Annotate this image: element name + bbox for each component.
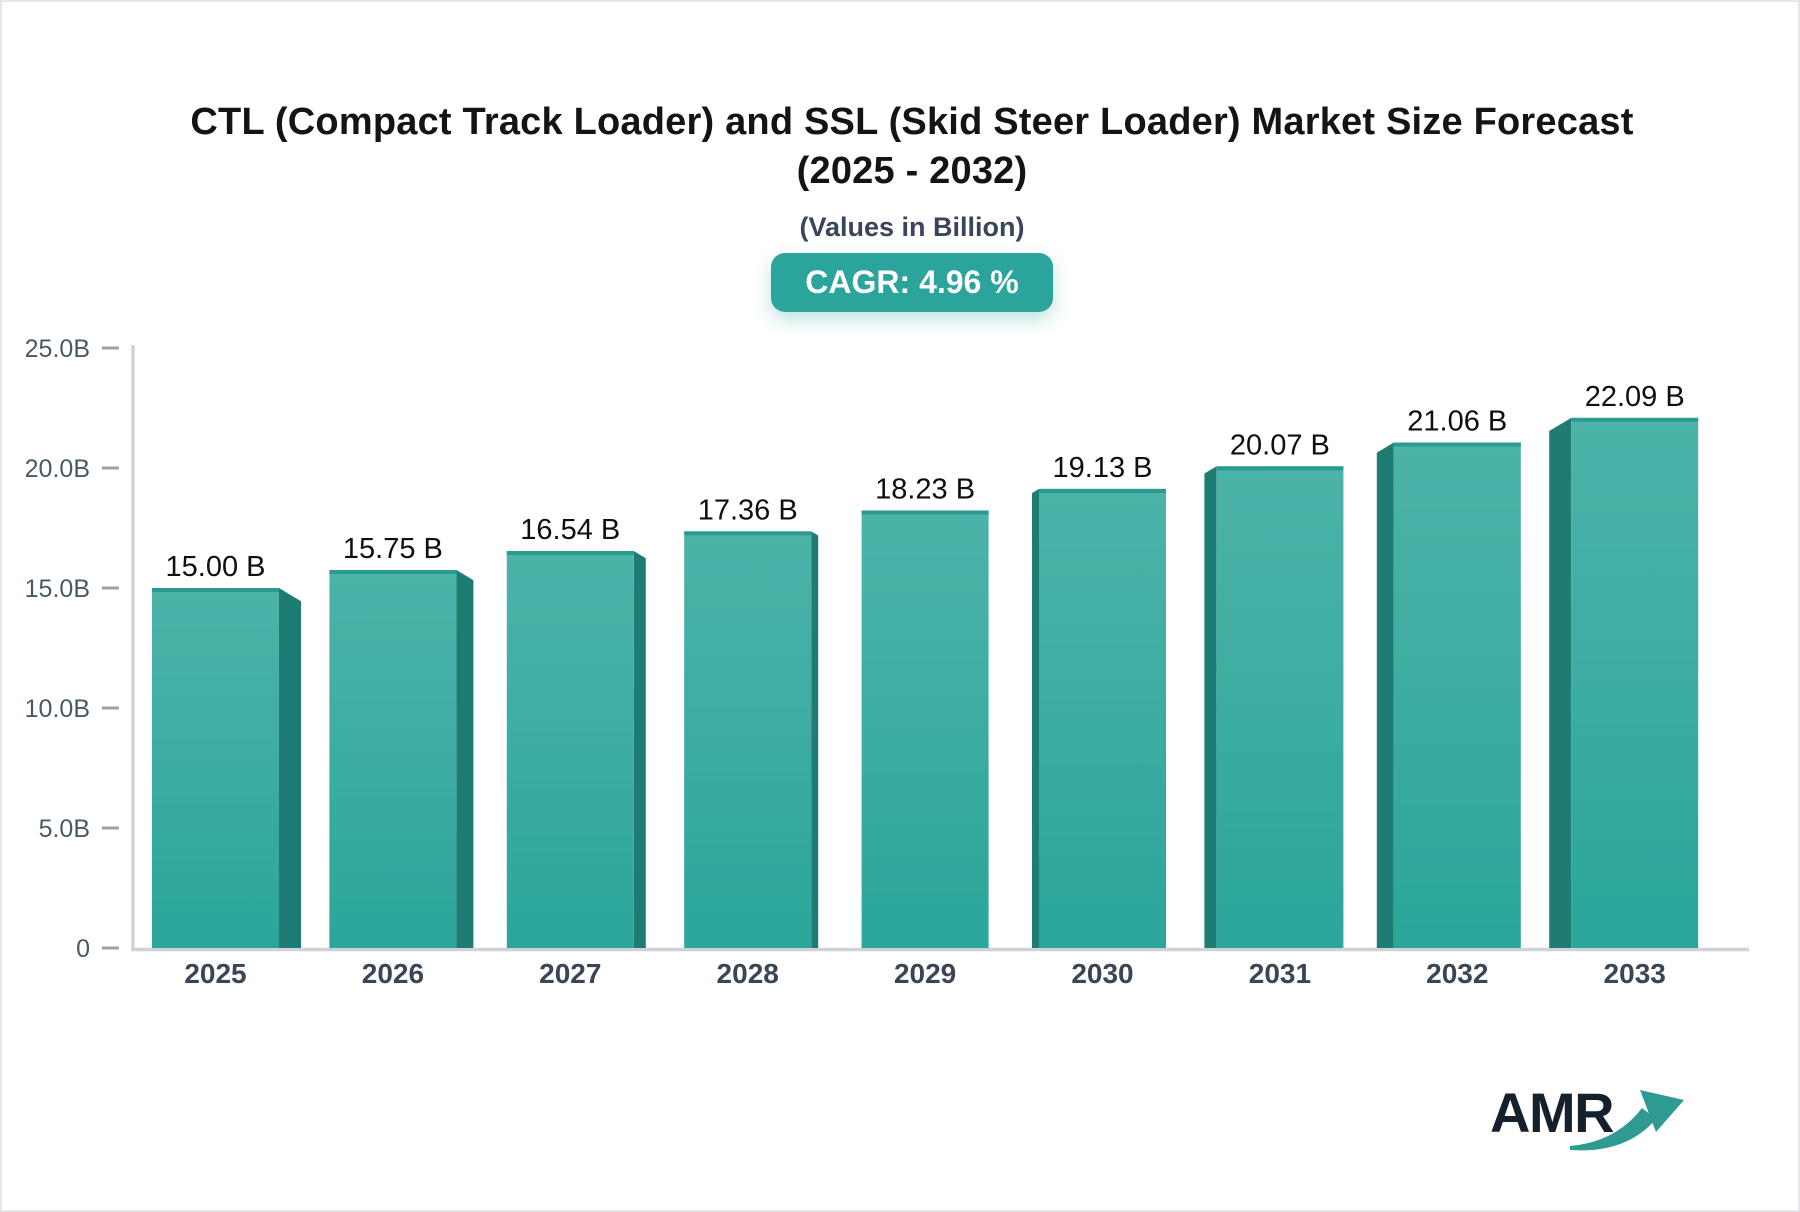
bar-side-face bbox=[456, 570, 474, 948]
x-axis-category-label: 2031 bbox=[1249, 958, 1311, 989]
bar-top-edge bbox=[1571, 417, 1699, 422]
bar-side-face bbox=[1549, 417, 1572, 949]
y-tick-label: 10.0B bbox=[25, 695, 90, 723]
chart-subtitle: (Values in Billion) bbox=[799, 212, 1025, 242]
axes bbox=[131, 345, 1749, 952]
y-tick-label: 25.0B bbox=[25, 335, 90, 363]
bar-side-face bbox=[1376, 442, 1394, 948]
bar-2029[interactable] bbox=[861, 510, 989, 948]
bar-front-face bbox=[684, 531, 812, 948]
bar-value-label: 16.54 B bbox=[520, 514, 620, 546]
bar-labels: 15.00 B 2025 15.75 B 2026 16.54 B 2027 17.36 B… bbox=[166, 381, 1685, 989]
bar-top-edge bbox=[329, 570, 457, 574]
bar-value-label: 19.13 B bbox=[1053, 452, 1153, 484]
chart-title-line-1: CTL (Compact Track Loader) and SSL (Skid… bbox=[190, 101, 1634, 143]
bar-2026[interactable] bbox=[329, 570, 474, 948]
x-axis-category-label: 2030 bbox=[1071, 958, 1133, 989]
x-axis-category-label: 2032 bbox=[1426, 958, 1488, 989]
bar-front-face bbox=[152, 588, 279, 948]
bar-front-face bbox=[1039, 488, 1166, 948]
y-tick-label: 0 bbox=[76, 935, 90, 963]
bar-top-edge bbox=[1216, 466, 1344, 471]
x-axis-category-label: 2033 bbox=[1604, 958, 1666, 989]
bar-2031[interactable] bbox=[1204, 466, 1344, 948]
y-tick-label: 15.0B bbox=[25, 575, 90, 603]
bar-side-face bbox=[811, 531, 819, 948]
bar-value-label: 18.23 B bbox=[875, 473, 975, 505]
bar-2033[interactable] bbox=[1549, 417, 1699, 949]
bar-2027[interactable] bbox=[506, 551, 646, 948]
y-axis-ticks: 0 5.0B 10.0B 15.0B 20.0B 25.0B bbox=[25, 335, 119, 963]
bar-top-edge bbox=[506, 551, 634, 556]
bar-2028[interactable] bbox=[684, 531, 819, 948]
x-axis-category-label: 2029 bbox=[894, 958, 956, 989]
y-tick-label: 5.0B bbox=[39, 815, 90, 843]
bar-value-label: 15.75 B bbox=[343, 533, 443, 565]
y-tick-label: 20.0B bbox=[25, 455, 90, 483]
bar-side-face bbox=[1032, 488, 1039, 948]
bar-top-edge bbox=[861, 510, 989, 515]
bar-value-label: 21.06 B bbox=[1407, 406, 1507, 438]
chart-header: CTL (Compact Track Loader) and SSL (Skid… bbox=[22, 98, 1798, 312]
x-axis-category-label: 2026 bbox=[362, 958, 424, 989]
bar-value-label: 17.36 B bbox=[698, 494, 798, 526]
bar-value-label: 22.09 B bbox=[1585, 381, 1685, 413]
bar-value-label: 20.07 B bbox=[1230, 429, 1330, 461]
bar-2025[interactable] bbox=[152, 588, 301, 948]
bar-2032[interactable] bbox=[1376, 442, 1521, 948]
amr-logo: AMR bbox=[1490, 1072, 1690, 1152]
bar-side-face bbox=[279, 588, 301, 948]
bar-front-face bbox=[506, 551, 634, 948]
bar-side-face bbox=[1204, 466, 1217, 948]
bar-front-face bbox=[1393, 442, 1521, 948]
bar-2030[interactable] bbox=[1032, 488, 1166, 948]
bar-side-face bbox=[633, 551, 646, 948]
amr-logo-text: AMR bbox=[1490, 1081, 1615, 1144]
x-axis-category-label: 2025 bbox=[184, 958, 246, 989]
bar-front-face bbox=[1571, 417, 1699, 949]
amr-logo-arrow-icon bbox=[1570, 1090, 1684, 1151]
cagr-badge: CAGR: 4.96 % bbox=[771, 253, 1053, 312]
bar-top-edge bbox=[1393, 442, 1521, 447]
x-axis-category-label: 2027 bbox=[539, 958, 601, 989]
bar-front-face bbox=[1216, 466, 1344, 948]
chart-title-line-2: (2025 - 2032) bbox=[796, 150, 1028, 192]
bar-value-label: 15.00 B bbox=[166, 551, 266, 583]
x-axis-category-label: 2028 bbox=[717, 958, 779, 989]
bar-top-edge bbox=[1039, 488, 1166, 493]
bar-top-edge bbox=[152, 588, 279, 592]
bar-front-face bbox=[329, 570, 457, 948]
chart-title: CTL (Compact Track Loader) and SSL (Skid… bbox=[22, 98, 1798, 196]
bars bbox=[152, 417, 1699, 949]
bar-top-edge bbox=[684, 531, 812, 536]
bar-front-face bbox=[861, 510, 989, 948]
